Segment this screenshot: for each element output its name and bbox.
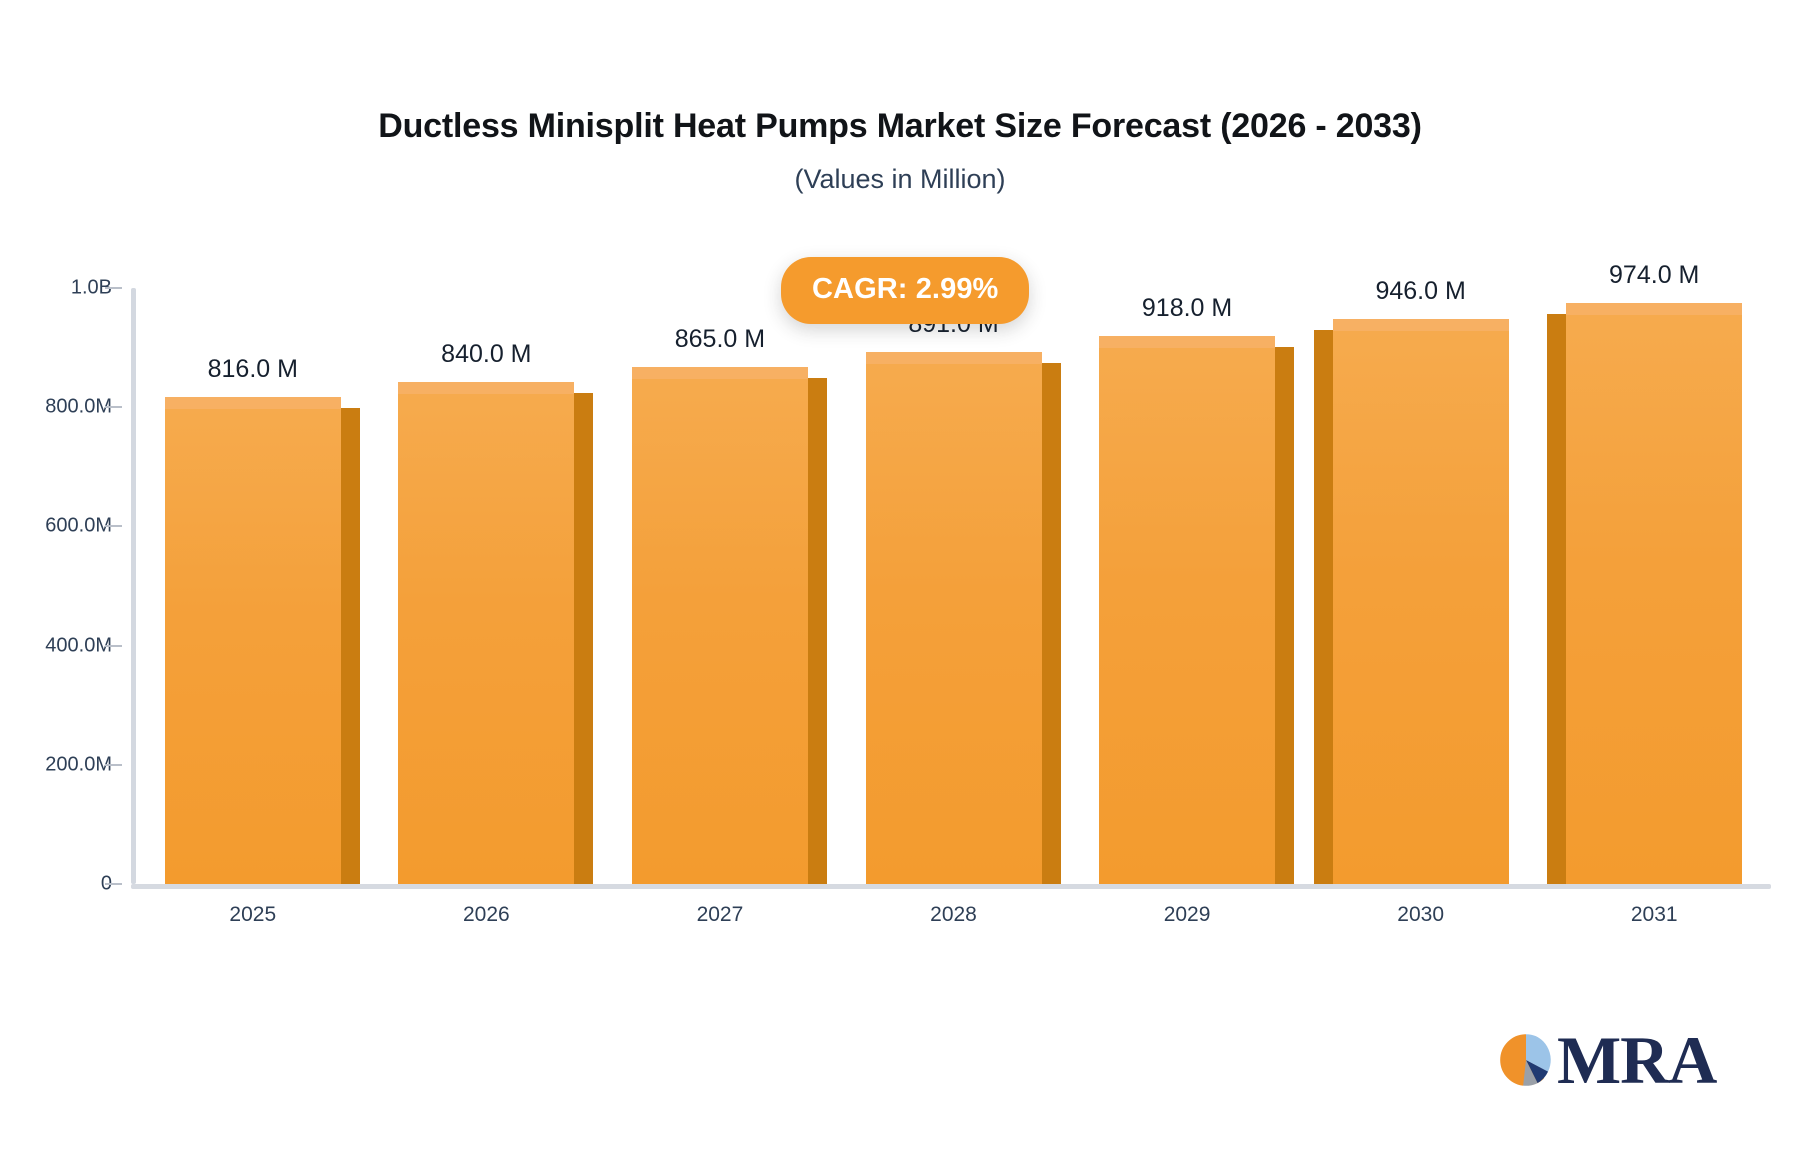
x-axis-tick-label: 2029 xyxy=(1163,903,1211,926)
bar[interactable]: 918.0 M xyxy=(1099,294,1295,884)
bar-top-face xyxy=(631,367,808,380)
x-axis-tick-label: 2028 xyxy=(930,903,977,926)
bar-side-face xyxy=(807,378,827,884)
bar[interactable]: 974.0 M xyxy=(1547,261,1743,884)
y-axis-tick-mark xyxy=(105,406,122,409)
y-axis-tick-label: 600.0M xyxy=(45,514,112,537)
bar-value-label: 946.0 M xyxy=(1375,277,1466,306)
bar-top-face xyxy=(865,351,1042,364)
y-axis-tick-mark xyxy=(105,525,122,528)
title-block: Ductless Minisplit Heat Pumps Market Siz… xyxy=(0,106,1800,195)
y-axis-line xyxy=(131,288,136,884)
bar-front-face xyxy=(865,352,1042,884)
pie-chart-logo-icon xyxy=(1498,1032,1554,1088)
bar-value-label: 865.0 M xyxy=(674,325,766,354)
bar-side-face xyxy=(1547,313,1567,884)
bar-side-face xyxy=(1313,330,1333,884)
y-axis-tick-label: 1.0B xyxy=(70,276,112,299)
y-axis-tick-label: 400.0M xyxy=(45,634,112,657)
bar-side-face xyxy=(340,407,360,884)
y-axis-tick-label: 800.0M xyxy=(45,395,112,418)
bar-value-label: 816.0 M xyxy=(207,354,298,383)
bar[interactable]: 816.0 M xyxy=(164,355,360,884)
x-axis-tick-label: 2027 xyxy=(696,903,744,926)
page-title: Ductless Minisplit Heat Pumps Market Siz… xyxy=(378,107,1422,145)
bar-side-face xyxy=(1041,362,1061,884)
y-axis-tick-mark xyxy=(105,763,122,766)
y-axis-tick-mark xyxy=(105,883,122,885)
bar-top-face xyxy=(1566,302,1743,315)
bar-top-face xyxy=(1099,335,1276,348)
bar-front-face xyxy=(164,397,341,884)
x-axis-tick-label: 2030 xyxy=(1397,903,1444,926)
y-axis-tick-mark xyxy=(105,644,122,647)
bar-top-face xyxy=(164,396,341,409)
bar-side-face xyxy=(1275,346,1295,884)
cagr-badge: CAGR: 2.99% xyxy=(781,257,1030,324)
x-axis-line xyxy=(131,884,1771,889)
x-axis-tick-label: 2031 xyxy=(1630,903,1678,926)
bar[interactable]: 891.0 M xyxy=(865,310,1061,884)
bar-top-face xyxy=(1332,319,1509,332)
x-axis-tick-label: 2026 xyxy=(462,903,510,926)
bar-top-face xyxy=(398,382,575,395)
bar[interactable]: 865.0 M xyxy=(631,325,827,884)
bar-front-face xyxy=(398,383,575,884)
bar-front-face xyxy=(1566,303,1743,884)
chart-subtitle: (Values in Million) xyxy=(794,164,1006,195)
bar-front-face xyxy=(1332,320,1509,884)
bar-side-face xyxy=(574,393,594,884)
x-axis-tick-label: 2025 xyxy=(229,903,277,926)
mra-logo: MRA xyxy=(1497,1022,1717,1098)
y-axis-tick-label: 0 xyxy=(0,873,112,896)
logo-wordmark: MRA xyxy=(1557,1022,1717,1098)
bar-front-face xyxy=(1099,336,1276,884)
bar[interactable]: 946.0 M xyxy=(1313,277,1509,884)
bar-value-label: 974.0 M xyxy=(1609,260,1700,289)
bar-value-label: 918.0 M xyxy=(1141,293,1233,322)
y-axis-tick-label: 200.0M xyxy=(45,753,112,776)
bar[interactable]: 840.0 M xyxy=(398,340,594,884)
y-axis-tick-mark xyxy=(105,287,122,289)
bar-value-label: 840.0 M xyxy=(441,340,532,369)
bar-front-face xyxy=(631,368,808,884)
